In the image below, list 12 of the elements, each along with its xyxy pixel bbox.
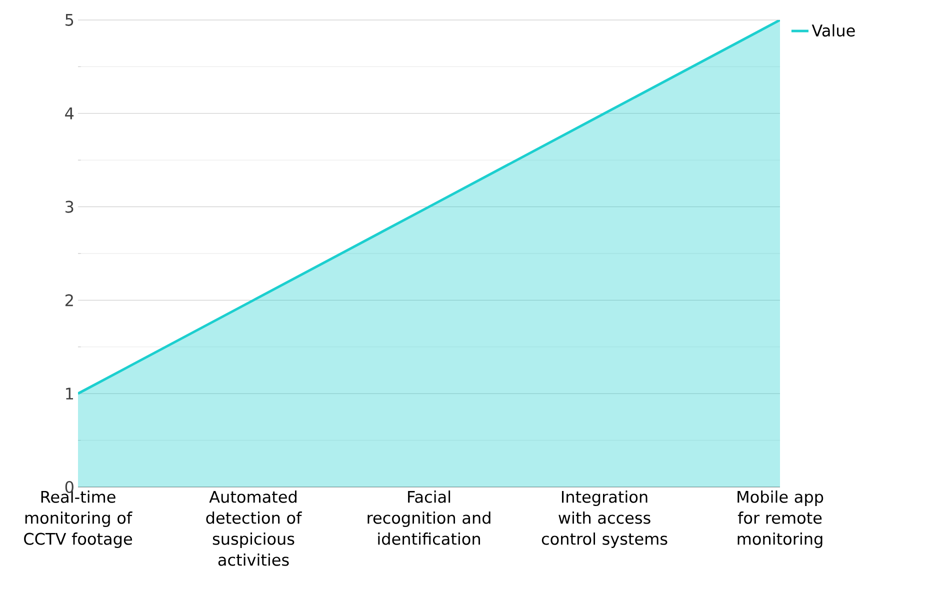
y-tick-label: 2 xyxy=(65,294,73,306)
x-tick-label: Facial recognition and identification xyxy=(368,490,490,545)
x-tick-label: Integration with access control systems xyxy=(542,490,668,548)
y-tick-label: 0 xyxy=(65,480,74,494)
y-tick-label: 3 xyxy=(66,200,74,213)
y-tick-label: 5 xyxy=(66,14,74,26)
y-tick-label: 4 xyxy=(65,108,74,120)
x-tick-label: Automated detection of suspicious activities xyxy=(206,490,302,566)
x-tick-label: Mobile app for remote monitoring xyxy=(738,490,824,548)
x-tick-label: Real-time monitoring of CCTV footage xyxy=(24,490,132,548)
legend-label: Value xyxy=(812,24,855,37)
y-tick-label: 1 xyxy=(66,388,74,400)
